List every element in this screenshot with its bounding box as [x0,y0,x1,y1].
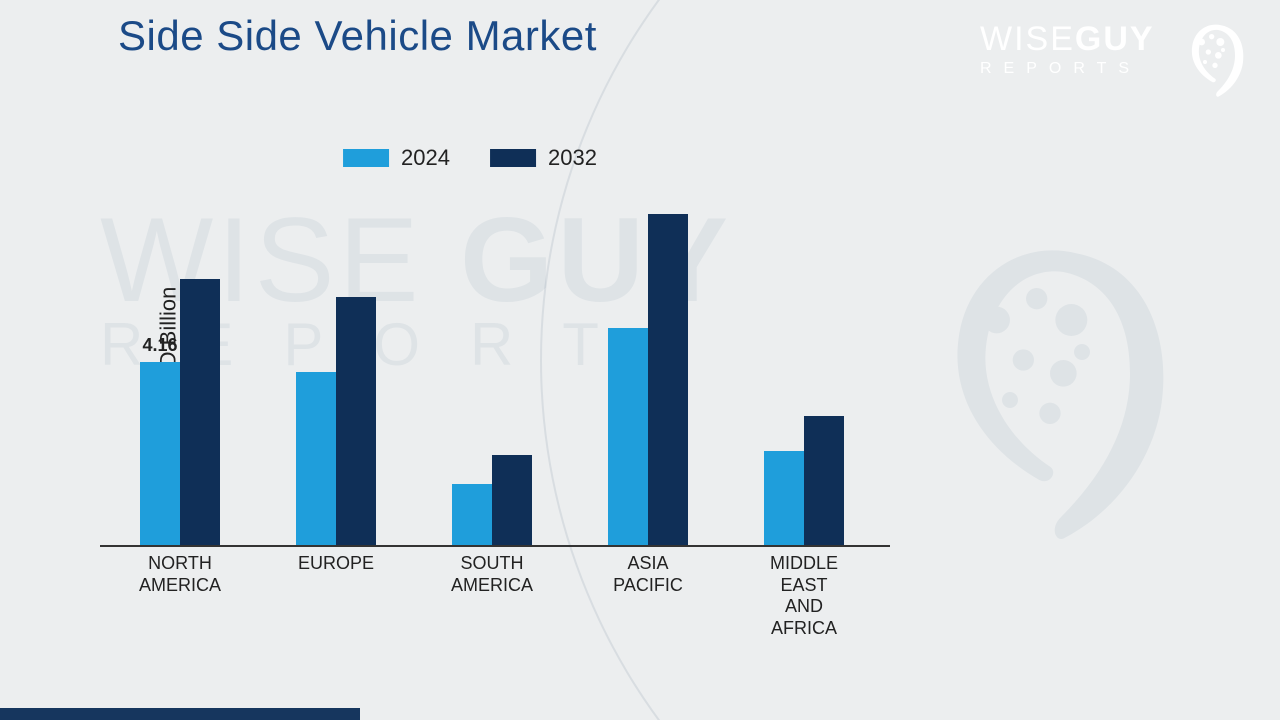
category-label: ASIAPACIFIC [578,553,718,596]
bar-mea-s2024 [764,451,804,545]
logo-word-a: WISE [980,20,1075,58]
bar-eu-s2024 [296,372,336,545]
plot-area: 4.16NORTHAMERICAEUROPESOUTHAMERICAASIAPA… [100,185,890,547]
bottom-accent-bar [0,708,360,720]
category-label: SOUTHAMERICA [422,553,562,596]
bar-na-s2032 [180,279,220,545]
legend-item: 2032 [490,145,597,171]
logo-head-icon [1180,22,1250,102]
legend-swatch-2024 [343,149,389,167]
bar-mea-s2032 [804,416,844,546]
stage: WISE GUY REPORTS Side Side Vehicle Marke… [0,0,1280,720]
chart-title: Side Side Vehicle Market [118,12,597,60]
legend-label: 2024 [401,145,450,171]
bar-sa-s2024 [452,484,492,545]
legend-swatch-2032 [490,149,536,167]
bar-ap-s2032 [648,214,688,545]
brand-logo: WISEGUY REPORTS [980,20,1250,110]
bar-eu-s2032 [336,297,376,545]
bar-chart: Market Size in USD Billion 2024 2032 4.1… [50,155,890,675]
bar-ap-s2024 [608,328,648,545]
category-label: EUROPE [266,553,406,575]
bar-sa-s2032 [492,455,532,545]
category-label: NORTHAMERICA [110,553,250,596]
legend-item: 2024 [343,145,450,171]
logo-text: WISEGUY [980,20,1155,59]
logo-word-b: GUY [1075,20,1155,58]
legend: 2024 2032 [343,145,597,171]
logo-subtext: REPORTS [980,60,1141,78]
legend-label: 2032 [548,145,597,171]
value-label: 4.16 [142,335,177,356]
category-label: MIDDLEEASTANDAFRICA [734,553,874,639]
bar-na-s2024 [140,362,180,545]
